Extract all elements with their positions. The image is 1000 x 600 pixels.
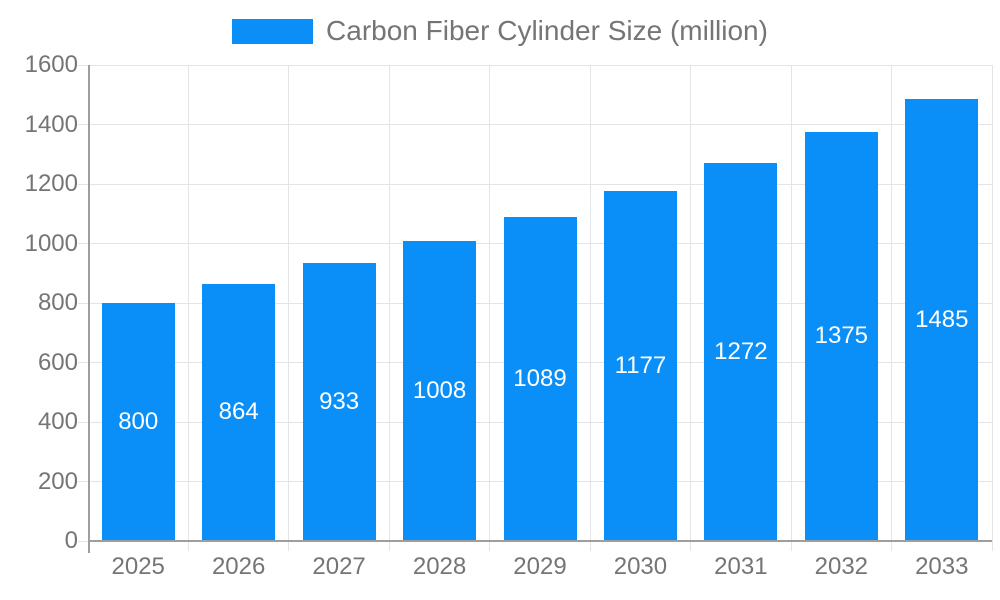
gridline-vertical xyxy=(187,65,189,541)
y-axis-line xyxy=(88,65,90,553)
gridline-vertical xyxy=(489,65,491,541)
y-tick xyxy=(78,64,88,66)
y-tick xyxy=(78,362,88,363)
gridline-vertical xyxy=(589,65,591,541)
x-axis-label: 2028 xyxy=(412,553,467,580)
x-tick xyxy=(388,541,390,551)
bar-value-label: 1089 xyxy=(513,365,567,393)
bar-value-label: 933 xyxy=(319,388,360,416)
x-axis-label: 2025 xyxy=(111,553,165,580)
y-tick xyxy=(78,124,88,125)
gridline-horizontal xyxy=(88,124,992,125)
x-axis-label: 2027 xyxy=(312,553,366,580)
y-axis-label: 1600 xyxy=(24,51,78,78)
x-axis-label: 2032 xyxy=(814,553,869,580)
bar[interactable]: 1485 xyxy=(905,99,979,541)
x-tick xyxy=(991,541,993,551)
x-tick xyxy=(790,541,792,551)
x-axis-label: 2031 xyxy=(714,553,768,580)
gridline-horizontal xyxy=(88,183,992,185)
bar[interactable]: 1272 xyxy=(704,162,778,541)
bar-value-label: 1375 xyxy=(814,322,869,350)
legend[interactable]: Carbon Fiber Cylinder Size (million) xyxy=(0,17,1000,45)
y-tick xyxy=(78,421,88,423)
y-axis-label: 800 xyxy=(37,289,78,316)
bar[interactable]: 1375 xyxy=(804,131,878,541)
y-axis-labels: 0 200 400 600 800 1000 1200 1400 1600 xyxy=(0,51,78,554)
y-tick xyxy=(78,243,88,244)
x-axis-label: 2030 xyxy=(613,553,668,580)
plot-area: 800 2025 864 2026 933 2027 1008 2028 1089 2029 117… xyxy=(78,64,993,580)
gridline-vertical xyxy=(991,65,993,541)
x-tick xyxy=(187,541,189,551)
gridline-horizontal xyxy=(88,64,992,66)
bar[interactable]: 1177 xyxy=(603,190,677,541)
bar[interactable]: 800 xyxy=(101,303,175,541)
gridline-vertical xyxy=(388,65,390,541)
bar-value-label: 1272 xyxy=(714,337,768,365)
x-tick xyxy=(690,541,692,551)
y-axis-label: 200 xyxy=(37,467,78,495)
y-axis-label: 600 xyxy=(37,348,78,376)
bar-value-label: 800 xyxy=(118,408,159,435)
bar[interactable]: 933 xyxy=(302,263,376,541)
x-tick xyxy=(589,541,591,551)
gridline-vertical xyxy=(690,65,692,541)
y-axis-label: 1400 xyxy=(24,110,78,138)
y-tick xyxy=(78,540,88,542)
y-tick xyxy=(78,481,88,482)
gridline-vertical xyxy=(288,65,290,541)
gridline-vertical xyxy=(790,65,792,541)
bar-value-label: 1177 xyxy=(614,351,667,379)
x-axis-label: 2033 xyxy=(915,553,969,580)
bar-value-label: 1485 xyxy=(915,306,969,334)
bar[interactable]: 1089 xyxy=(503,217,577,541)
y-axis-label: 1200 xyxy=(24,170,78,197)
y-axis-label: 0 xyxy=(64,527,78,554)
x-axis-label: 2026 xyxy=(211,553,266,580)
legend-swatch-icon xyxy=(232,18,314,44)
bar[interactable]: 864 xyxy=(202,283,276,541)
bar-value-label: 1008 xyxy=(412,377,467,405)
y-axis-label: 1000 xyxy=(24,229,78,257)
legend-label: Carbon Fiber Cylinder Size (million) xyxy=(326,15,768,46)
x-axis-line xyxy=(88,540,992,542)
x-axis-label: 2029 xyxy=(513,553,567,580)
y-tick xyxy=(78,183,88,185)
bar[interactable]: 1008 xyxy=(403,241,477,541)
x-tick xyxy=(891,541,893,551)
y-axis-label: 400 xyxy=(37,408,78,435)
bar-value-label: 864 xyxy=(218,398,259,426)
x-tick xyxy=(489,541,491,551)
x-tick xyxy=(288,541,290,551)
gridline-vertical xyxy=(891,65,893,541)
y-tick xyxy=(78,302,88,304)
